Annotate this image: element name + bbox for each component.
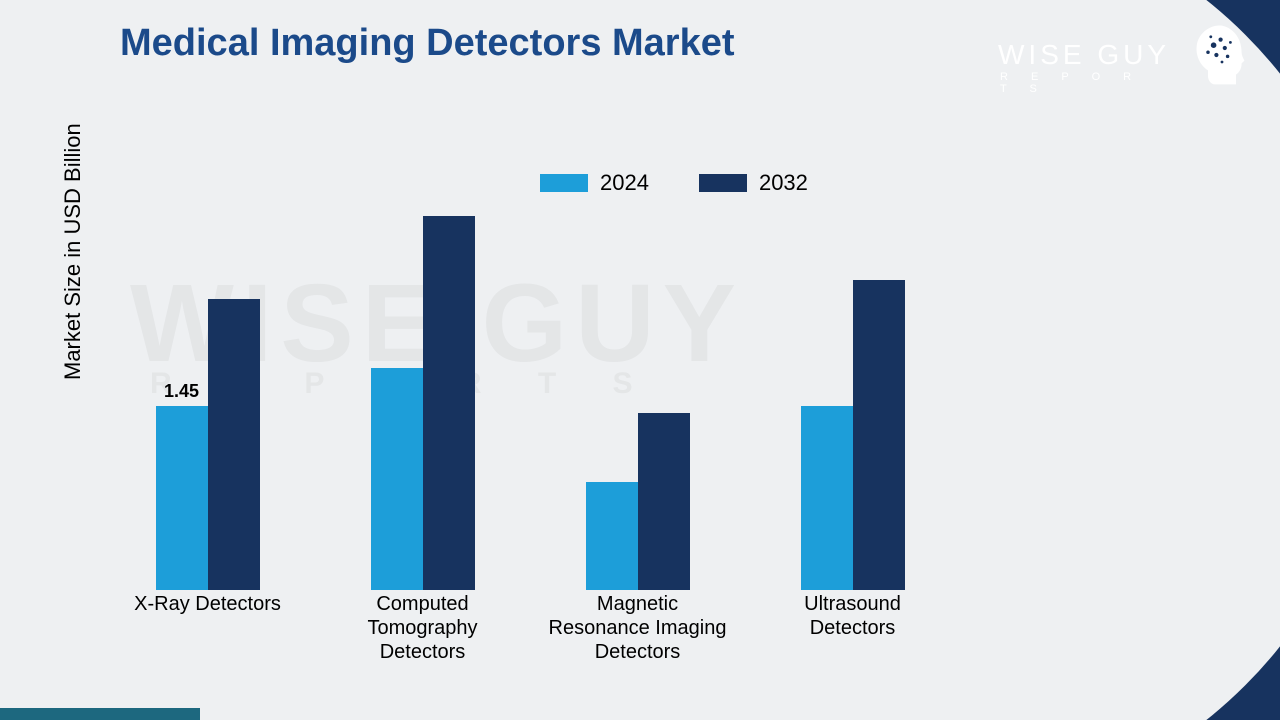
- bar: [156, 406, 208, 590]
- bar: [586, 482, 638, 590]
- bar: [423, 216, 475, 590]
- chart-title: Medical Imaging Detectors Market: [120, 22, 735, 65]
- bar: [371, 368, 423, 590]
- bar-value-label: 1.45: [156, 381, 208, 402]
- bottom-accent-strip: [0, 708, 200, 720]
- bar: [208, 299, 260, 590]
- category-label: X-Ray Detectors: [118, 592, 298, 664]
- legend: 2024 2032: [540, 170, 808, 196]
- legend-label-2024: 2024: [600, 170, 649, 196]
- brand-main: WISE GUY: [998, 39, 1170, 70]
- brand-sub: R E P O R T S: [1000, 71, 1170, 95]
- legend-item-2024: 2024: [540, 170, 649, 196]
- legend-item-2032: 2032: [699, 170, 808, 196]
- category-label: Ultrasound Detectors: [763, 592, 943, 664]
- head-profile-icon: [1180, 20, 1250, 90]
- category-label: Magnetic Resonance Imaging Detectors: [548, 592, 728, 664]
- bar-group: [586, 413, 690, 590]
- bar-group: [801, 280, 905, 590]
- bar-group: [371, 216, 475, 590]
- bar: [638, 413, 690, 590]
- y-axis-label: Market Size in USD Billion: [60, 123, 86, 380]
- category-labels: X-Ray Detectors Computed Tomography Detec…: [100, 592, 960, 664]
- plot-area: 1.45: [100, 210, 960, 590]
- legend-label-2032: 2032: [759, 170, 808, 196]
- bar-group: 1.45: [156, 299, 260, 590]
- chart-area: 1.45: [100, 210, 960, 590]
- brand-logo: WISE GUY R E P O R T S: [998, 20, 1250, 90]
- legend-swatch-2024: [540, 174, 588, 192]
- bar: [853, 280, 905, 590]
- canvas: WISE GUY R E P O R T S WISE GUY R E P O …: [0, 0, 1280, 720]
- legend-swatch-2032: [699, 174, 747, 192]
- bar: [801, 406, 853, 590]
- category-label: Computed Tomography Detectors: [333, 592, 513, 664]
